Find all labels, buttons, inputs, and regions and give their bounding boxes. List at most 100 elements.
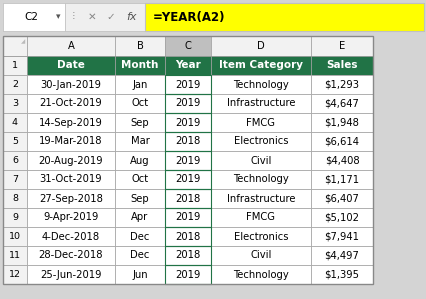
Bar: [164, 75, 210, 94]
Bar: [164, 94, 210, 113]
Bar: [310, 227, 372, 246]
Text: $4,497: $4,497: [324, 251, 359, 260]
Text: $5,102: $5,102: [324, 213, 359, 222]
Text: 27-Sep-2018: 27-Sep-2018: [39, 193, 103, 204]
Bar: [164, 208, 210, 227]
Text: 4-Dec-2018: 4-Dec-2018: [42, 231, 100, 242]
Bar: [164, 170, 210, 189]
Text: Electronics: Electronics: [233, 231, 288, 242]
Bar: [164, 189, 210, 208]
Text: 31-Oct-2019: 31-Oct-2019: [40, 175, 102, 184]
Bar: [210, 56, 310, 75]
Bar: [310, 94, 372, 113]
Bar: [164, 227, 210, 246]
Text: Oct: Oct: [131, 98, 148, 109]
Bar: [164, 189, 210, 208]
Text: ✕: ✕: [87, 12, 96, 22]
Text: Mar: Mar: [130, 137, 149, 147]
Bar: [310, 75, 372, 94]
Text: 9-Apr-2019: 9-Apr-2019: [43, 213, 98, 222]
Text: Sep: Sep: [130, 118, 149, 127]
Text: 28-Dec-2018: 28-Dec-2018: [39, 251, 103, 260]
Bar: [115, 246, 164, 265]
Bar: [3, 56, 27, 75]
Text: 2019: 2019: [175, 98, 200, 109]
Bar: [115, 75, 164, 94]
Text: Apr: Apr: [131, 213, 148, 222]
Bar: [210, 227, 310, 246]
Bar: [164, 132, 210, 151]
Bar: [115, 132, 164, 151]
Bar: [210, 208, 310, 227]
Text: ⁝: ⁝: [72, 12, 76, 22]
Text: Technology: Technology: [233, 175, 288, 184]
Bar: [115, 36, 164, 56]
Bar: [27, 132, 115, 151]
Bar: [27, 170, 115, 189]
Bar: [310, 56, 372, 75]
Text: $6,614: $6,614: [324, 137, 359, 147]
Text: Infrastructure: Infrastructure: [226, 98, 294, 109]
Bar: [210, 94, 310, 113]
Bar: [210, 246, 310, 265]
Bar: [115, 94, 164, 113]
Bar: [3, 170, 27, 189]
Bar: [3, 94, 27, 113]
Bar: [210, 151, 310, 170]
Text: Item Category: Item Category: [219, 60, 302, 71]
Text: 2018: 2018: [175, 193, 200, 204]
Bar: [164, 75, 210, 94]
Bar: [164, 265, 210, 284]
Text: $6,407: $6,407: [324, 193, 359, 204]
Text: C: C: [184, 41, 191, 51]
Text: 4: 4: [12, 118, 18, 127]
Bar: [3, 151, 27, 170]
Bar: [164, 151, 210, 170]
Bar: [27, 75, 115, 94]
Bar: [27, 113, 115, 132]
Text: 3: 3: [12, 99, 18, 108]
Text: Sep: Sep: [130, 193, 149, 204]
Text: 2019: 2019: [175, 175, 200, 184]
Bar: [115, 208, 164, 227]
Bar: [164, 113, 210, 132]
Bar: [210, 265, 310, 284]
Bar: [310, 151, 372, 170]
Bar: [164, 113, 210, 132]
Bar: [27, 56, 115, 75]
Bar: [210, 113, 310, 132]
Bar: [27, 246, 115, 265]
Bar: [27, 227, 115, 246]
Text: 2019: 2019: [175, 80, 200, 89]
Text: 2018: 2018: [175, 251, 200, 260]
Bar: [210, 189, 310, 208]
Text: fx: fx: [127, 12, 137, 22]
Text: Month: Month: [121, 60, 158, 71]
Text: 30-Jan-2019: 30-Jan-2019: [40, 80, 101, 89]
Bar: [145, 3, 423, 31]
Text: 7: 7: [12, 175, 18, 184]
Text: 20-Aug-2019: 20-Aug-2019: [39, 155, 103, 166]
Bar: [115, 56, 164, 75]
Bar: [3, 227, 27, 246]
Text: 2019: 2019: [175, 155, 200, 166]
Text: $1,293: $1,293: [324, 80, 359, 89]
Bar: [115, 113, 164, 132]
Bar: [65, 3, 145, 31]
Text: 10: 10: [9, 232, 21, 241]
Text: Dec: Dec: [130, 251, 150, 260]
Bar: [3, 265, 27, 284]
Text: A: A: [67, 41, 74, 51]
Bar: [210, 75, 310, 94]
Text: ▾: ▾: [56, 13, 60, 22]
Text: 25-Jun-2019: 25-Jun-2019: [40, 269, 101, 280]
Text: B: B: [136, 41, 143, 51]
Text: E: E: [338, 41, 344, 51]
Bar: [310, 132, 372, 151]
Text: 2018: 2018: [175, 137, 200, 147]
Bar: [310, 113, 372, 132]
Bar: [3, 3, 423, 31]
Bar: [164, 94, 210, 113]
Text: Year: Year: [175, 60, 200, 71]
Text: $7,941: $7,941: [324, 231, 359, 242]
